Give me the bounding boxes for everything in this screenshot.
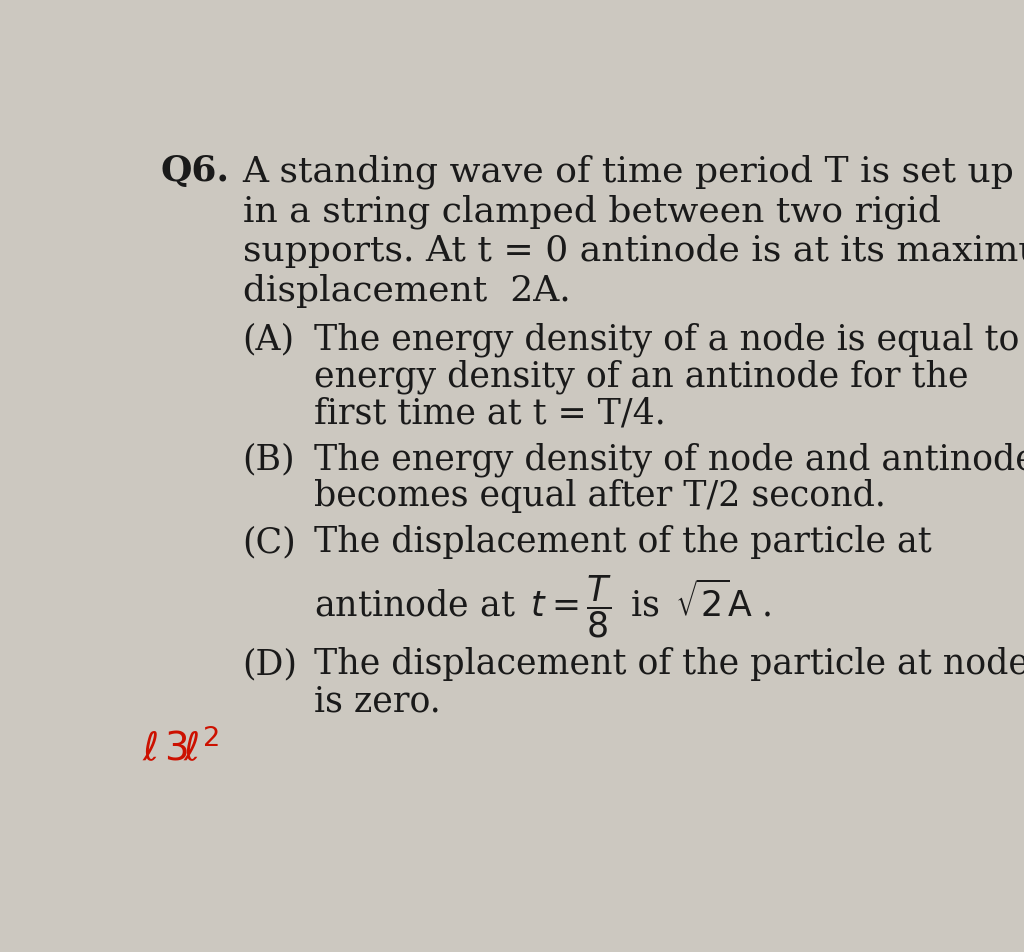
Text: The displacement of the particle at node: The displacement of the particle at node (314, 647, 1024, 681)
Text: (C): (C) (243, 526, 297, 560)
Text: (D): (D) (243, 647, 298, 681)
Text: is zero.: is zero. (314, 684, 440, 718)
Text: Q6.: Q6. (161, 154, 229, 188)
Text: The energy density of node and antinode: The energy density of node and antinode (314, 443, 1024, 477)
Text: supports. At t = 0 antinode is at its maximum: supports. At t = 0 antinode is at its ma… (243, 234, 1024, 268)
Text: (A): (A) (243, 322, 295, 356)
Text: (B): (B) (243, 443, 295, 476)
Text: energy density of an antinode for the: energy density of an antinode for the (314, 359, 969, 393)
Text: displacement  2A.: displacement 2A. (243, 274, 570, 308)
Text: The energy density of a node is equal to: The energy density of a node is equal to (314, 322, 1019, 357)
Text: A standing wave of time period T is set up: A standing wave of time period T is set … (243, 154, 1015, 188)
Text: antinode at $\,t = \dfrac{T}{8}\,$ is $\,\sqrt{2}\mathrm{A}$ .: antinode at $\,t = \dfrac{T}{8}\,$ is $\… (314, 573, 772, 640)
Text: $\ell\,3\!\ell^2$: $\ell\,3\!\ell^2$ (142, 728, 219, 769)
Text: The displacement of the particle at: The displacement of the particle at (314, 526, 932, 560)
Text: becomes equal after T/2 second.: becomes equal after T/2 second. (314, 479, 886, 513)
Text: first time at t = T/4.: first time at t = T/4. (314, 396, 666, 430)
Text: in a string clamped between two rigid: in a string clamped between two rigid (243, 194, 941, 228)
